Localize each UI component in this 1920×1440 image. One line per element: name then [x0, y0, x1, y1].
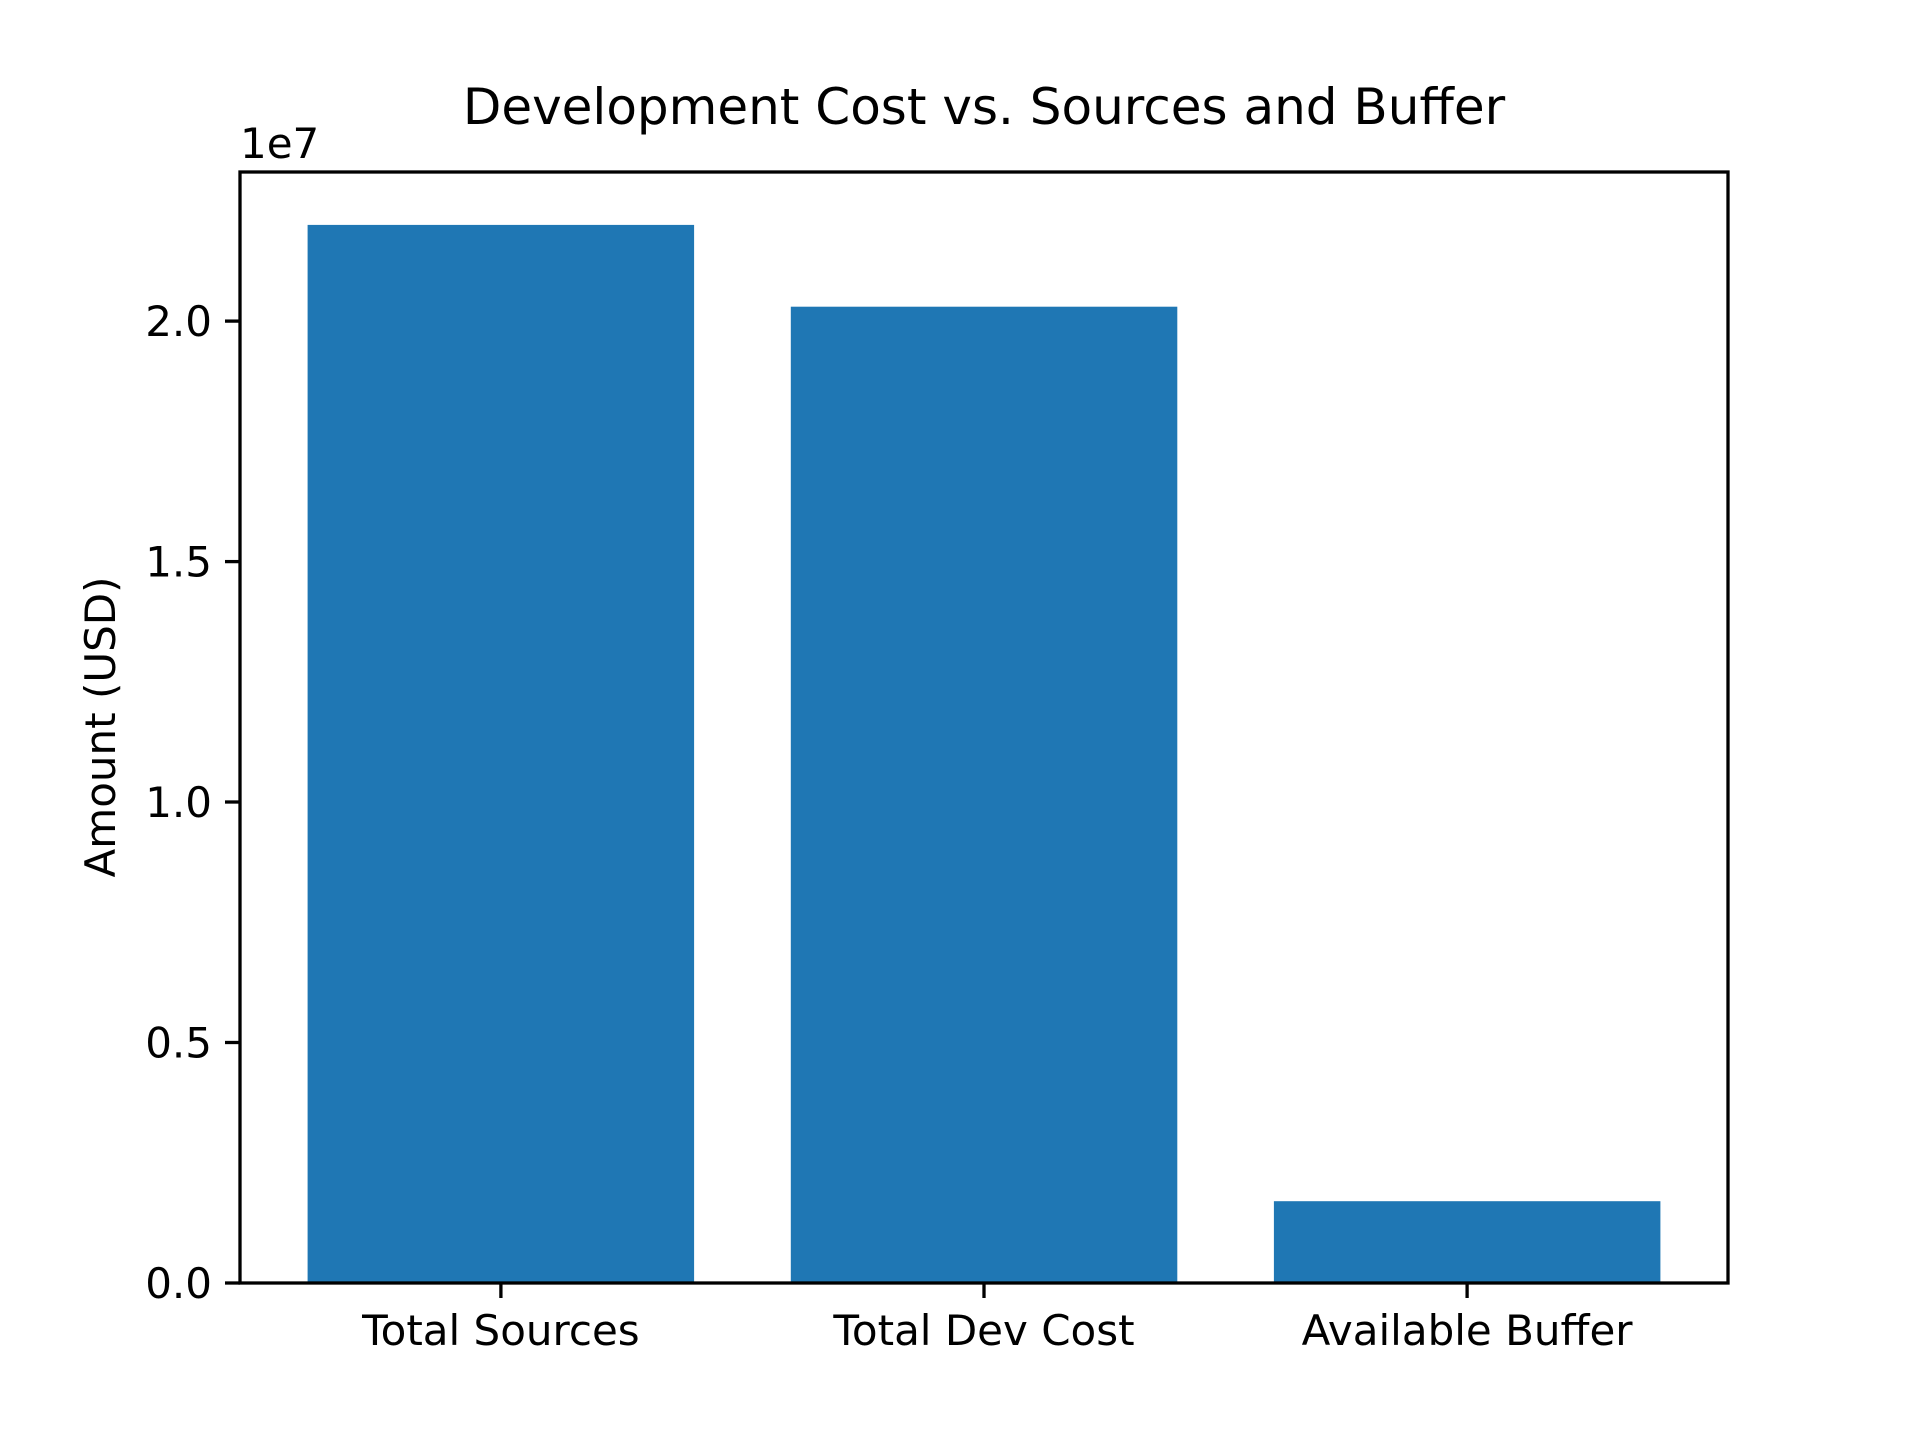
y-tick-label: 0.5	[145, 1019, 212, 1068]
x-tick-label-total-sources: Total Sources	[361, 1306, 640, 1355]
bars-group	[307, 224, 1661, 1283]
y-tick-label: 0.0	[145, 1259, 212, 1308]
y-tick-label: 1.0	[145, 778, 212, 827]
x-tick-label-available-buffer: Available Buffer	[1302, 1306, 1634, 1355]
y-tick-label: 2.0	[145, 297, 212, 346]
y-tick-label: 1.5	[145, 538, 212, 587]
x-tick-label-total-dev-cost: Total Dev Cost	[832, 1306, 1134, 1355]
bar-total-sources	[307, 224, 695, 1283]
chart-title: Development Cost vs. Sources and Buffer	[463, 78, 1506, 136]
y-axis-label: Amount (USD)	[76, 577, 125, 878]
bar-total-dev-cost	[790, 306, 1178, 1283]
y-axis-offset-label: 1e7	[240, 119, 319, 168]
bar-available-buffer	[1273, 1201, 1661, 1283]
y-axis-ticks: 0.0 0.5 1.0 1.5 2.0	[145, 297, 240, 1308]
x-axis-ticks: Total Sources Total Dev Cost Available Buf…	[361, 1283, 1633, 1355]
